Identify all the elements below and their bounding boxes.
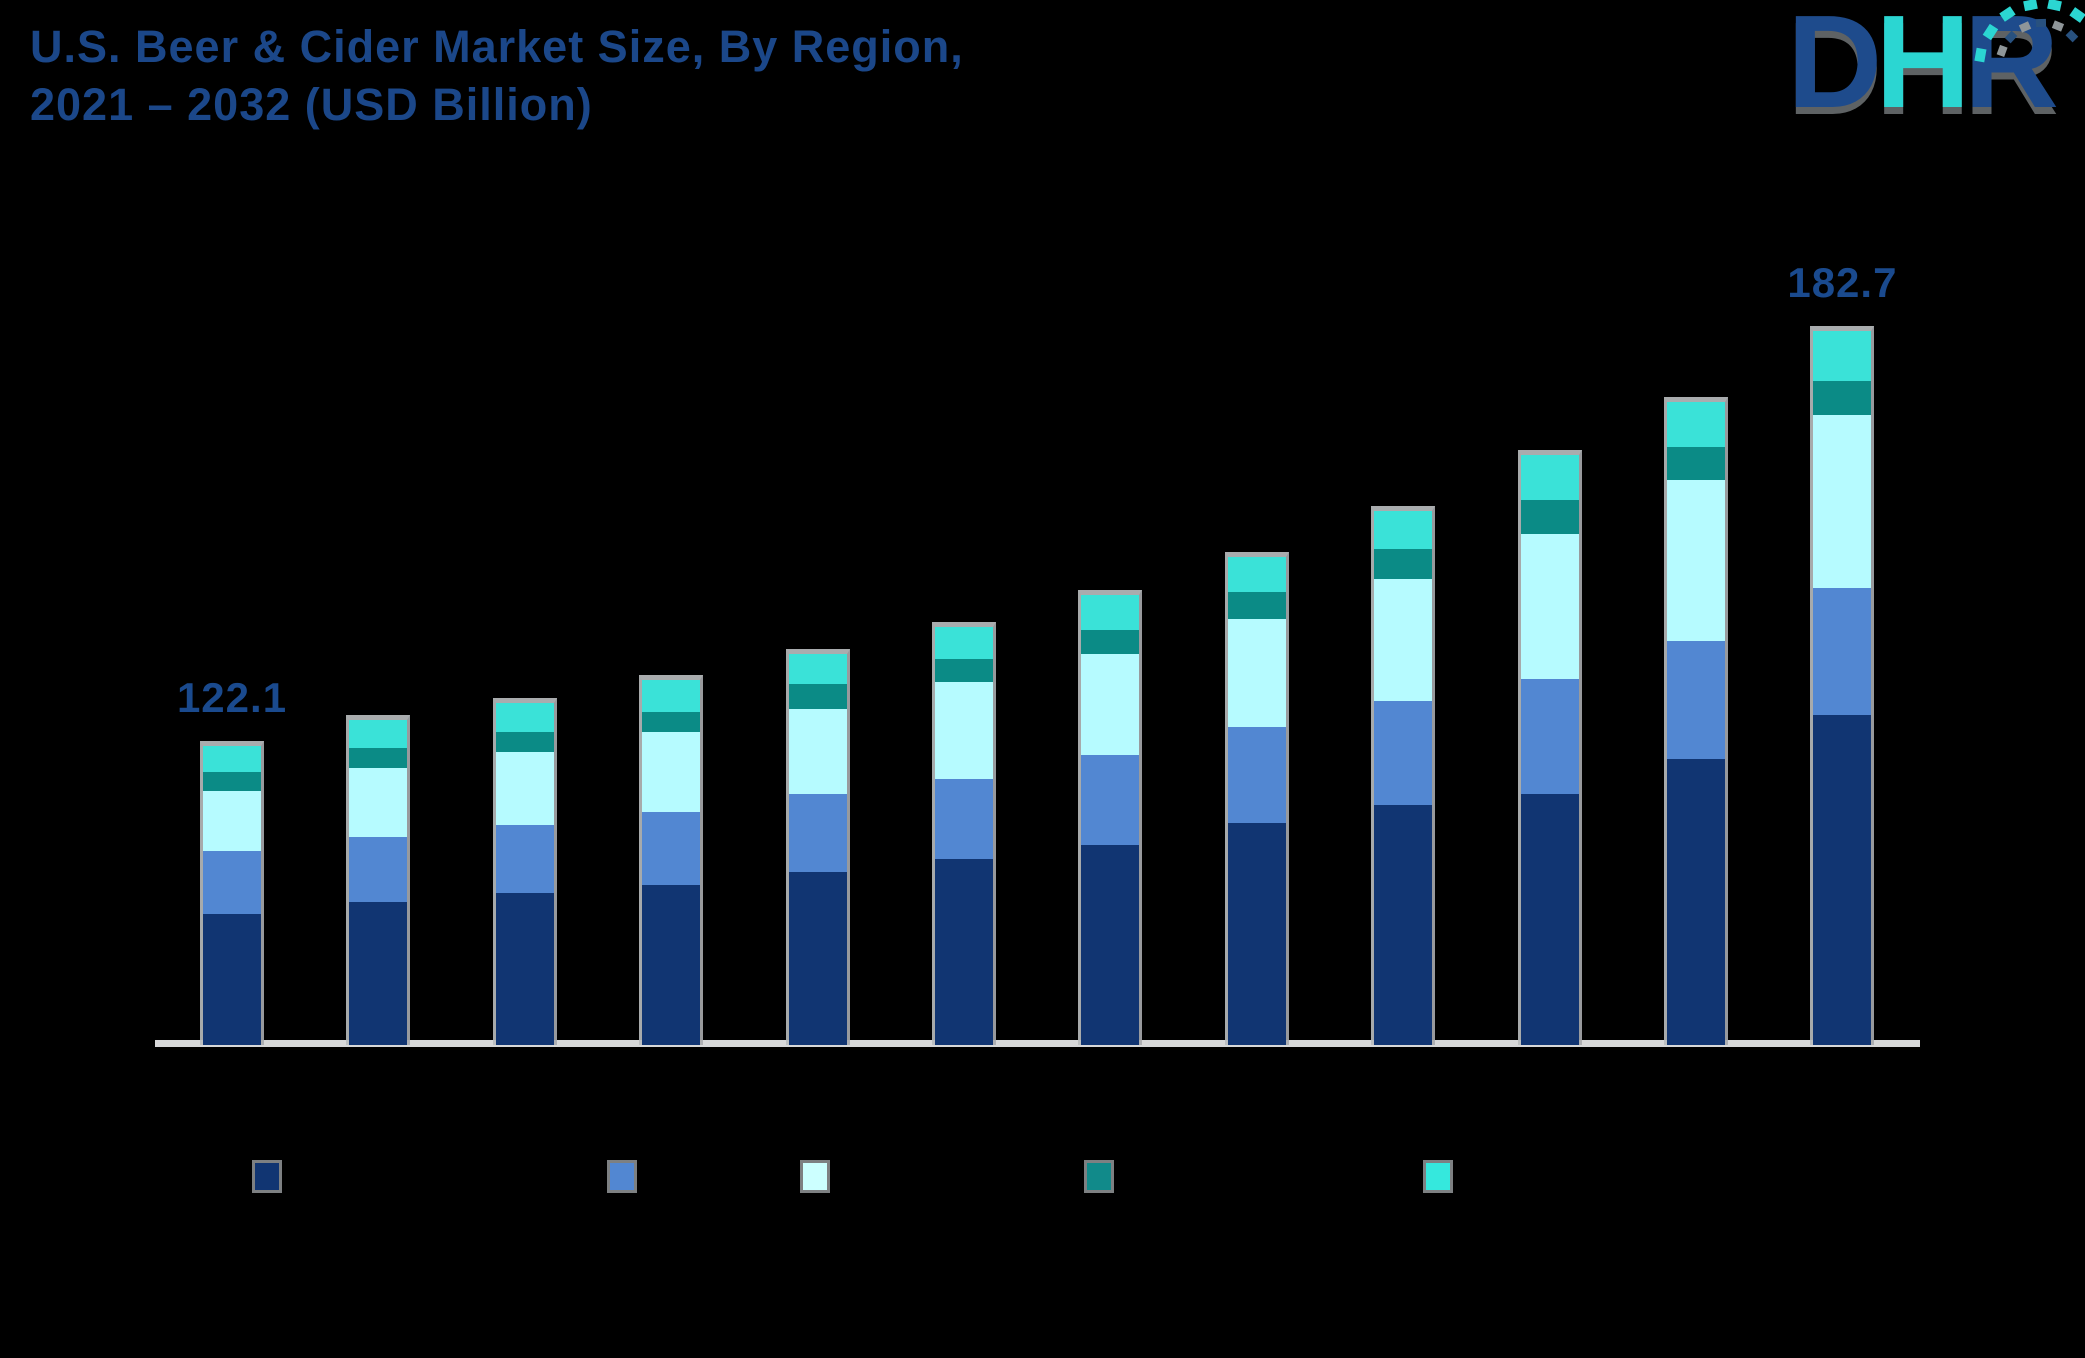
bar-value-label-2032: 182.7 <box>1787 259 1898 306</box>
bar-segment-region-5 <box>1374 511 1433 549</box>
logo-letter-d: D <box>1787 0 1882 135</box>
bar-segment-region-3 <box>1813 415 1872 588</box>
bar-segment-region-1 <box>1081 845 1140 1045</box>
chart-title: U.S. Beer & Cider Market Size, By Region… <box>30 18 964 134</box>
bar-segment-region-2 <box>203 851 261 914</box>
stacked-bar-2024 <box>639 675 704 1045</box>
bar-segment-region-2 <box>1667 641 1725 759</box>
bar-segment-region-1 <box>788 872 847 1045</box>
bar-segment-region-2 <box>642 812 701 885</box>
bar-segment-region-5 <box>935 627 993 659</box>
stacked-bar-2032 <box>1810 326 1875 1045</box>
bar-value-label-2021: 122.1 <box>176 674 288 721</box>
bar-segment-region-2 <box>1813 588 1872 715</box>
bar-segment-region-4 <box>1374 549 1433 579</box>
bar-segment-region-3 <box>1667 480 1725 641</box>
stacked-bar-2031 <box>1664 397 1728 1045</box>
logo-letter-h: H <box>1875 0 1970 135</box>
bar-segment-region-4 <box>1520 500 1579 534</box>
bar-segment-region-1 <box>349 902 408 1045</box>
bar-segment-region-3 <box>495 752 554 825</box>
bar-segment-region-4 <box>935 659 993 682</box>
stacked-bar-2025 <box>785 649 850 1045</box>
bar-segment-region-4 <box>788 684 847 709</box>
stacked-bar-2028 <box>1224 552 1289 1045</box>
x-axis-line <box>155 1040 1920 1047</box>
bar-segment-region-4 <box>1227 592 1286 619</box>
bar-segment-region-2 <box>788 794 847 872</box>
bar-segment-region-5 <box>788 654 847 684</box>
bar-segment-region-1 <box>1813 715 1872 1045</box>
bar-segment-region-3 <box>349 768 408 837</box>
stacked-bar-2029 <box>1371 506 1436 1045</box>
stacked-bar-2027 <box>1078 590 1143 1045</box>
bar-segment-region-2 <box>349 837 408 902</box>
bar-segment-region-1 <box>1520 794 1579 1045</box>
bar-segment-region-4 <box>1667 447 1725 480</box>
bar-segment-region-4 <box>1081 630 1140 654</box>
bar-segment-region-2 <box>1374 701 1433 805</box>
bar-segment-region-3 <box>1227 619 1286 727</box>
bar-segment-region-1 <box>495 893 554 1045</box>
bar-segment-region-4 <box>1813 381 1872 415</box>
bar-segment-region-5 <box>203 746 261 772</box>
bar-segment-region-3 <box>203 791 261 851</box>
bar-segment-region-2 <box>1081 755 1140 845</box>
bar-segment-region-1 <box>203 914 261 1045</box>
bar-segment-region-1 <box>1374 805 1433 1045</box>
bar-segment-region-2 <box>935 779 993 859</box>
stacked-bar-2026 <box>932 622 996 1045</box>
bar-segment-region-3 <box>642 732 701 812</box>
bar-segment-region-1 <box>1227 823 1286 1045</box>
bar-segment-region-3 <box>1081 654 1140 755</box>
bar-segment-region-3 <box>1374 579 1433 701</box>
bar-segment-region-3 <box>788 709 847 794</box>
stacked-bar-2021 <box>200 741 264 1045</box>
bar-segment-region-5 <box>349 720 408 748</box>
stacked-bar-2030 <box>1517 450 1582 1045</box>
bar-segment-region-4 <box>203 772 261 791</box>
bar-segment-region-4 <box>349 748 408 768</box>
bar-segment-region-2 <box>495 825 554 893</box>
bar-segment-region-4 <box>495 732 554 752</box>
bar-segment-region-5 <box>1227 557 1286 592</box>
bar-segment-region-3 <box>935 682 993 779</box>
bar-segment-region-1 <box>935 859 993 1045</box>
bar-segment-region-5 <box>495 703 554 732</box>
chart-title-line1: U.S. Beer & Cider Market Size, By Region… <box>30 21 964 72</box>
dhr-logo: DHR <box>1770 0 2085 160</box>
stacked-bar-2022 <box>346 715 411 1045</box>
chart-title-line2: 2021 – 2032 (USD Billion) <box>30 79 593 130</box>
bar-segment-region-5 <box>1667 402 1725 447</box>
bar-segment-region-2 <box>1520 679 1579 794</box>
bar-segment-region-2 <box>1227 727 1286 823</box>
bar-segment-region-4 <box>642 712 701 732</box>
bar-segment-region-5 <box>1813 331 1872 381</box>
bar-segment-region-5 <box>1520 455 1579 500</box>
bar-segment-region-5 <box>642 680 701 712</box>
bar-segment-region-3 <box>1520 534 1579 679</box>
bar-segment-region-1 <box>642 885 701 1045</box>
stacked-bar-2023 <box>492 698 557 1045</box>
bar-segment-region-5 <box>1081 595 1140 630</box>
bar-segment-region-1 <box>1667 759 1725 1045</box>
dhr-logo-letters: DHR <box>1787 0 2059 137</box>
